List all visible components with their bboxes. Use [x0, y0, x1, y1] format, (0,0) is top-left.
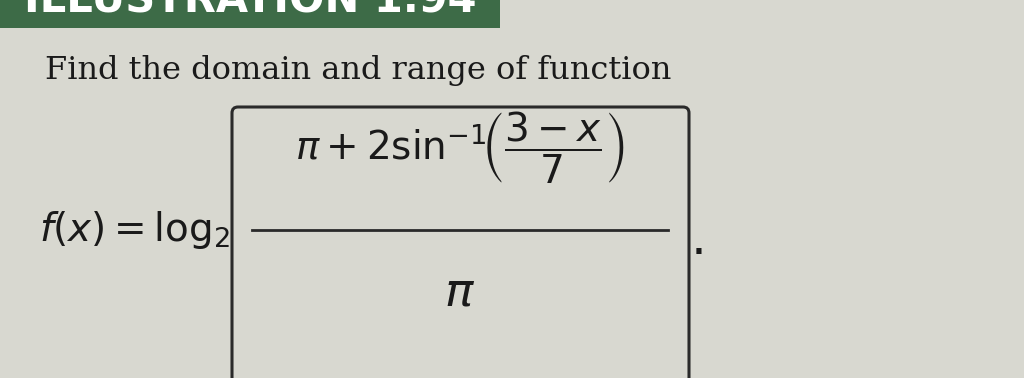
Text: ILLUSTRATION 1.94: ILLUSTRATION 1.94 [24, 0, 476, 22]
Text: $\pi + 2\sin^{-1}\!\!\left(\dfrac{3-x}{7}\right)$: $\pi + 2\sin^{-1}\!\!\left(\dfrac{3-x}{7… [295, 110, 625, 186]
Text: $.$: $.$ [690, 216, 702, 264]
Text: $\pi$: $\pi$ [444, 271, 475, 316]
Text: $f(x) = \log_2$: $f(x) = \log_2$ [39, 209, 230, 251]
FancyBboxPatch shape [0, 0, 500, 28]
Text: Find the domain and range of function: Find the domain and range of function [45, 54, 672, 85]
